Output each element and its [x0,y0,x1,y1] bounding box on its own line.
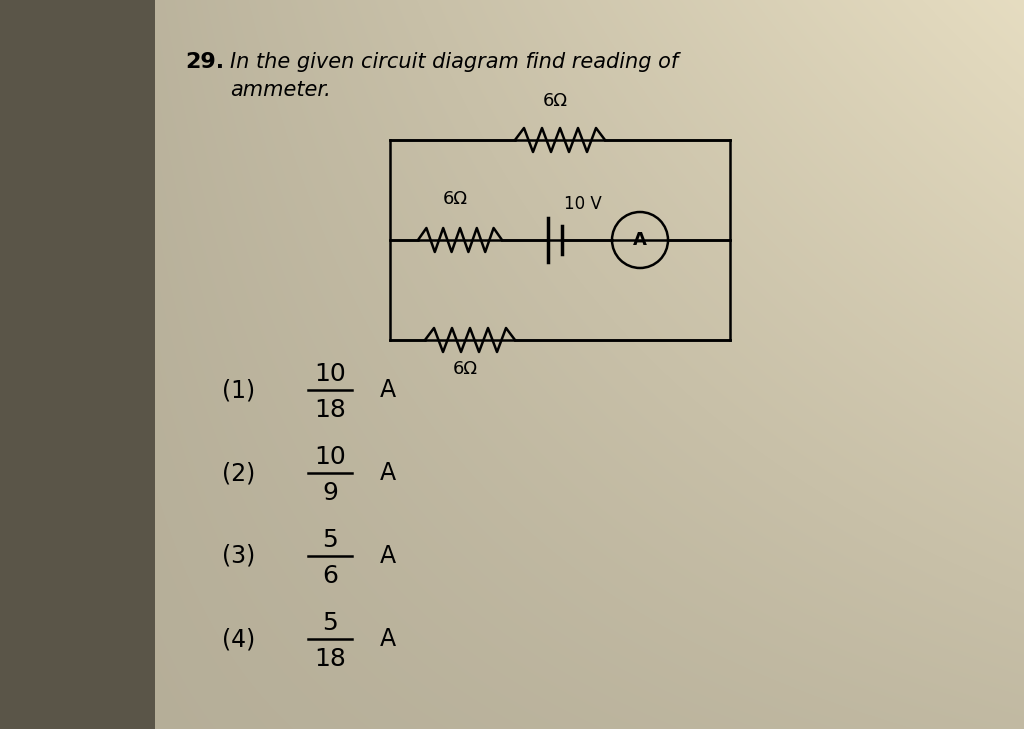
Text: 5: 5 [323,528,338,552]
Text: (4): (4) [222,627,255,651]
Text: 18: 18 [314,398,346,422]
Text: 9: 9 [323,481,338,505]
Text: 6Ω: 6Ω [543,92,567,110]
Text: 6: 6 [322,564,338,588]
Text: 6Ω: 6Ω [453,360,477,378]
Text: In the given circuit diagram find reading of: In the given circuit diagram find readin… [230,52,678,72]
Text: ammeter.: ammeter. [230,80,331,100]
Text: (1): (1) [222,378,255,402]
Text: 18: 18 [314,647,346,671]
Text: A: A [380,378,396,402]
Text: A: A [380,544,396,568]
Text: (2): (2) [222,461,255,485]
Text: (3): (3) [222,544,255,568]
Text: A: A [380,627,396,651]
Text: 29.: 29. [185,52,224,72]
Text: A: A [380,461,396,485]
Text: 5: 5 [323,611,338,635]
Bar [0,0,155,729]
Text: 10 V: 10 V [564,195,602,213]
Text: 6Ω: 6Ω [442,190,468,208]
Text: 10: 10 [314,445,346,469]
Text: 10: 10 [314,362,346,386]
Text: A: A [633,231,647,249]
